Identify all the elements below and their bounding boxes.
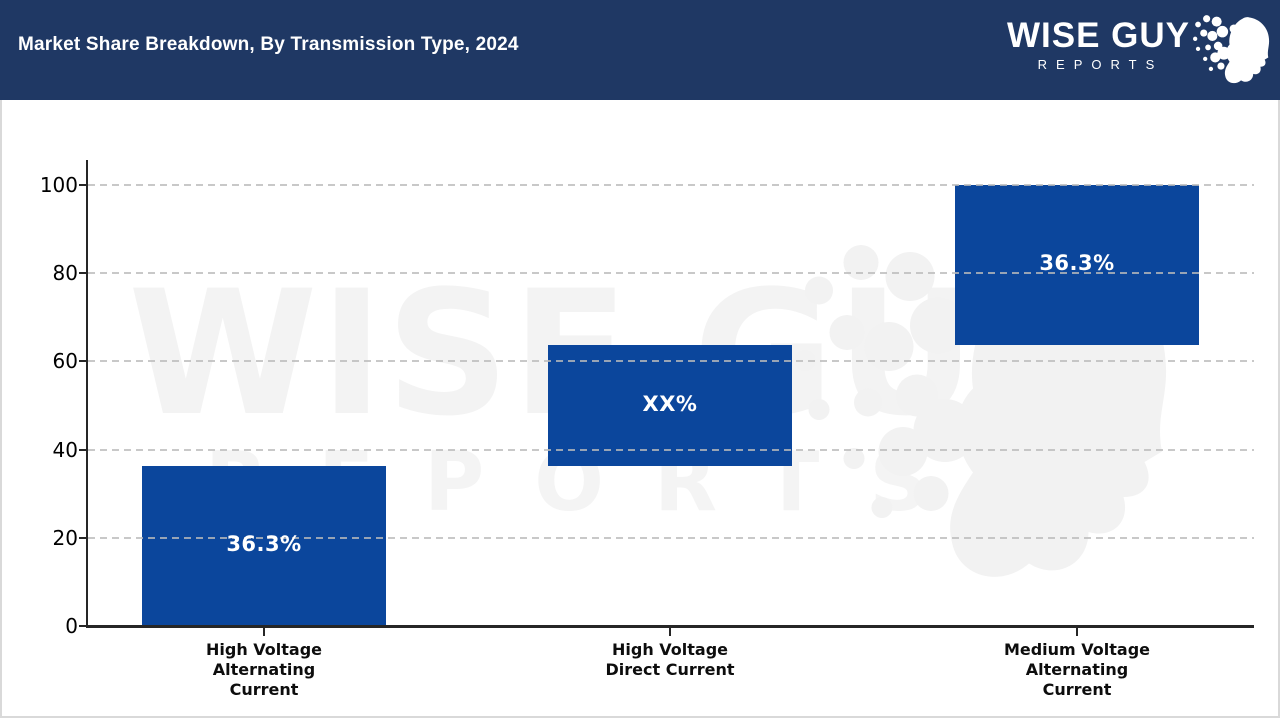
x-axis-line (86, 625, 1254, 628)
bar-value-label: 36.3% (226, 531, 302, 556)
x-category-label-line: Direct Current (605, 660, 735, 679)
y-tick-label: 20 (52, 525, 78, 550)
gridline (88, 536, 1254, 539)
y-tick-label: 0 (65, 614, 78, 638)
y-tick-mark (79, 448, 87, 451)
y-axis-line (86, 160, 88, 628)
header-bar: Market Share Breakdown, By Transmission … (0, 0, 1280, 100)
bar-segment (142, 465, 386, 626)
y-tick-mark (79, 625, 87, 627)
x-category-label-line: Alternating (1025, 660, 1129, 679)
x-category-label-line: Current (1042, 680, 1112, 699)
y-tick-label: 40 (52, 437, 78, 462)
bar-value-label: 36.3% (1039, 251, 1115, 276)
logo-wordmark: WISE GUY (1006, 16, 1190, 55)
x-category-label-line: Current (229, 680, 299, 699)
y-tick-mark (79, 360, 87, 363)
bar-segment (955, 185, 1199, 346)
brand-logo: WISE GUY REPORTS (1007, 4, 1270, 96)
x-tick-mark (263, 628, 265, 636)
x-tick-mark (1076, 628, 1078, 636)
bar-segment (548, 345, 792, 466)
y-tick-mark (79, 184, 87, 186)
y-tick-mark (79, 272, 87, 275)
frame-border-left (0, 100, 2, 718)
bar-value-label: XX% (642, 391, 698, 416)
x-category-label-line: Alternating (212, 660, 316, 679)
x-category-label-line: High Voltage (205, 640, 323, 659)
logo-subtext: REPORTS (1037, 57, 1164, 72)
x-category-label: Medium Voltage Alternating Current (917, 640, 1237, 700)
page-title: Market Share Breakdown, By Transmission … (18, 34, 519, 55)
x-tick-mark (669, 628, 671, 636)
x-category-label: High Voltage Direct Current (510, 640, 830, 680)
y-tick-label: 60 (52, 349, 78, 374)
y-tick-mark (79, 536, 87, 539)
x-category-label-line: High Voltage (611, 640, 729, 659)
gridline (88, 360, 1254, 363)
gridline (88, 184, 1254, 186)
frame-border-right (1278, 100, 1280, 718)
x-category-label: High Voltage Alternating Current (104, 640, 424, 700)
x-category-label-line: Medium Voltage (1003, 640, 1151, 659)
logo-head-icon (1193, 15, 1270, 84)
gridline (88, 272, 1254, 275)
gridline (88, 448, 1254, 451)
y-tick-label: 100 (39, 173, 78, 197)
frame-border-bottom (0, 716, 1280, 718)
y-tick-label: 80 (52, 261, 78, 286)
